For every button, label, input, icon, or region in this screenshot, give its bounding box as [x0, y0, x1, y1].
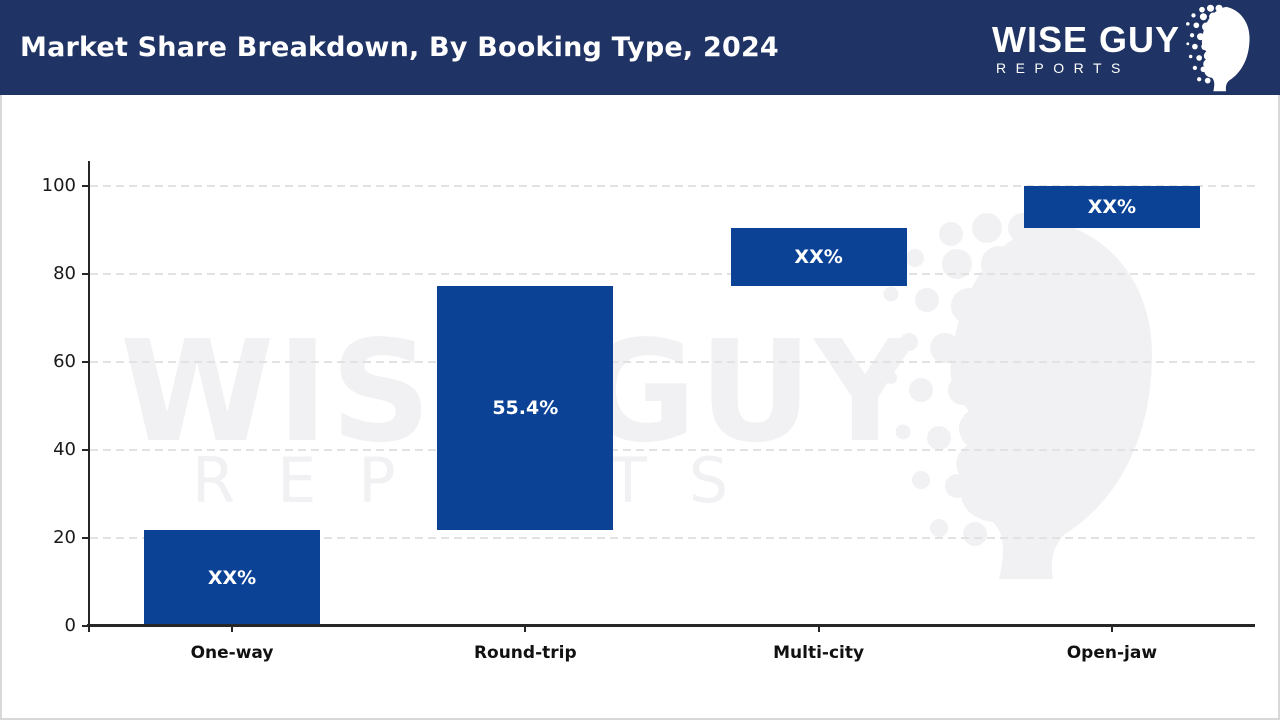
brand-logo: WISE GUY REPORTS [992, 4, 1266, 92]
x-axis-line [87, 624, 1255, 627]
gridline-80 [90, 273, 1255, 275]
bar-value-label-open-jaw: XX% [1087, 195, 1137, 218]
x-tick-label-one-way: One-way [190, 643, 274, 663]
y-tick-label-80: 80 [53, 263, 76, 284]
x-tick-one-way [231, 625, 233, 632]
bar-value-label-one-way: XX% [207, 567, 257, 590]
y-tick-label-40: 40 [53, 439, 76, 460]
bar-round-trip: 55.4% [437, 286, 614, 531]
y-tick-label-20: 20 [53, 527, 76, 548]
gridline-20 [90, 537, 1255, 539]
page-title: Market Share Breakdown, By Booking Type,… [20, 32, 779, 63]
y-tick-40 [82, 449, 90, 451]
chart-area: WISE GUY REPORTS 020406080100XX%One-way5… [0, 95, 1280, 720]
bar-value-label-multi-city: XX% [794, 246, 843, 269]
bar-open-jaw: XX% [1023, 186, 1200, 228]
x-tick-open-jaw [1110, 625, 1113, 632]
bar-value-label-round-trip: 55.4% [492, 397, 559, 420]
header-bar: Market Share Breakdown, By Booking Type,… [0, 0, 1280, 95]
gridline-100 [90, 185, 1255, 187]
x-tick-multi-city [817, 625, 820, 632]
wordmark-line1: WISE GUY [991, 19, 1180, 60]
gridline-60 [90, 361, 1255, 363]
head-dots-icon [1186, 4, 1250, 91]
y-tick-0 [82, 625, 90, 627]
bar-one-way: XX% [144, 530, 320, 626]
y-tick-80 [82, 273, 90, 275]
y-tick-label-0: 0 [64, 615, 76, 636]
gridline-40 [90, 449, 1255, 451]
y-axis-line [88, 161, 90, 632]
y-tick-20 [82, 537, 90, 539]
y-tick-label-100: 100 [41, 175, 76, 196]
y-tick-60 [82, 361, 90, 363]
y-tick-100 [82, 185, 90, 187]
plot: 0 20 40 60 80 100 XX% One-way 55.4% Round-trip XX%… [2, 95, 1278, 718]
y-tick-label-60: 60 [53, 351, 76, 372]
wordmark-line2: REPORTS [995, 60, 1130, 76]
x-tick-label-open-jaw: Open-jaw [1066, 643, 1158, 663]
watermark-head-dots [883, 213, 1152, 579]
x-tick-label-multi-city: Multi-city [773, 643, 865, 663]
wordmark: WISE GUY REPORTS [991, 19, 1180, 77]
x-tick-label-round-trip: Round-trip [473, 643, 577, 663]
bar-multi-city: XX% [730, 227, 907, 287]
x-tick-round-trip [524, 625, 527, 632]
